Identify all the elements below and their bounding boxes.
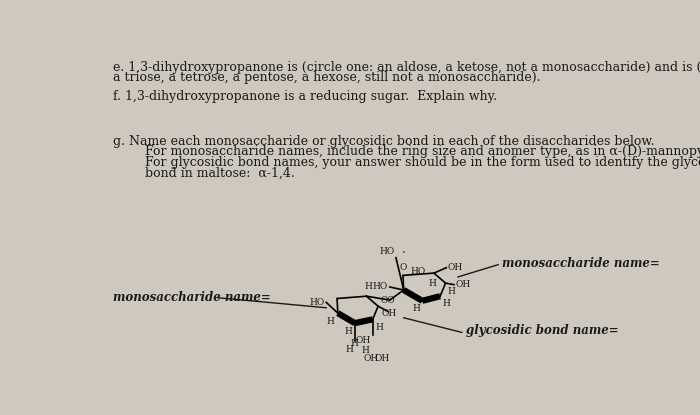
Text: bond in maltose:  α-1,4.: bond in maltose: α-1,4. (113, 167, 295, 180)
Text: OH: OH (382, 308, 398, 317)
Text: OH: OH (363, 354, 379, 363)
Text: H: H (327, 317, 335, 326)
Text: OH: OH (356, 336, 371, 345)
Text: OH: OH (456, 280, 471, 289)
Text: a triose, a tetrose, a pentose, a hexose, still not a monosaccharide).: a triose, a tetrose, a pentose, a hexose… (113, 71, 540, 84)
Text: HO: HO (309, 298, 325, 307)
Text: e. 1,3-dihydroxypropanone is (circle one: an aldose, a ketose, not a monosacchar: e. 1,3-dihydroxypropanone is (circle one… (113, 61, 700, 73)
Text: H: H (412, 304, 420, 313)
Text: H: H (375, 323, 383, 332)
Text: g. Name each monosaccharide or glycosidic bond in each of the disaccharides belo: g. Name each monosaccharide or glycosidi… (113, 134, 654, 147)
Text: H: H (442, 299, 450, 308)
Text: H: H (428, 279, 436, 288)
Text: H: H (361, 346, 369, 355)
Text: .: . (402, 243, 406, 256)
Text: HO: HO (379, 247, 394, 256)
Text: For monosaccharide names, include the ring size and anomer type, as in α-(D)-man: For monosaccharide names, include the ri… (113, 145, 700, 158)
Text: OH: OH (374, 354, 389, 363)
Text: H: H (346, 345, 354, 354)
Text: OH: OH (448, 263, 463, 272)
Text: H: H (351, 339, 359, 347)
Text: H: H (448, 287, 456, 296)
Text: monosaccharide name=: monosaccharide name= (113, 291, 271, 304)
Text: For glycosidic bond names, your answer should be in the form used to identify th: For glycosidic bond names, your answer s… (113, 156, 700, 169)
Text: glycosidic bond name=: glycosidic bond name= (466, 325, 618, 337)
Text: HO: HO (411, 267, 426, 276)
Text: monosaccharide name=: monosaccharide name= (502, 256, 660, 270)
Text: f. 1,3-dihydroxypropanone is a reducing sugar.  Explain why.: f. 1,3-dihydroxypropanone is a reducing … (113, 90, 497, 103)
Text: O: O (399, 264, 407, 272)
Text: H: H (344, 327, 353, 336)
Text: OO: OO (381, 296, 395, 305)
Text: HO: HO (373, 283, 389, 291)
Text: H: H (364, 282, 372, 291)
